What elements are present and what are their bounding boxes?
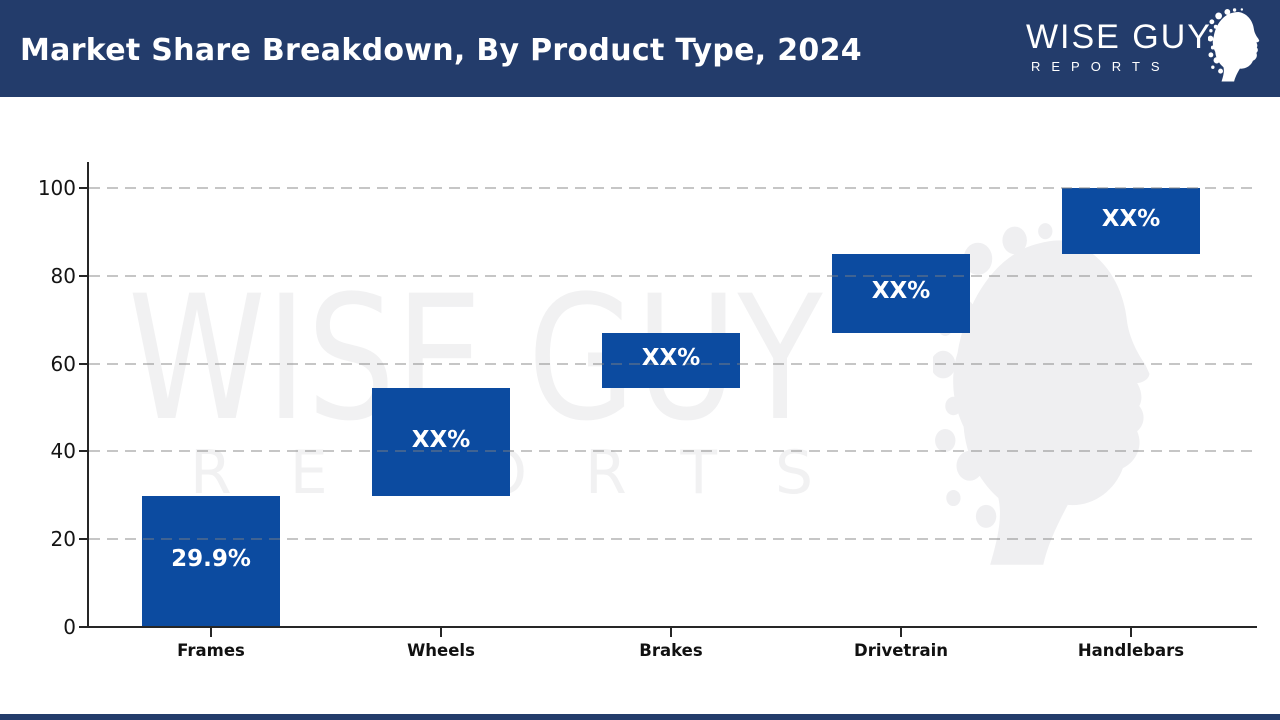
- x-tick: [900, 628, 902, 637]
- x-category-label: Brakes: [639, 641, 703, 660]
- gridline-20: [89, 538, 1257, 541]
- y-tick: [79, 450, 88, 453]
- gridline-60: [89, 362, 1257, 365]
- watermark-subtext: REPORTS: [190, 438, 872, 508]
- x-category-label: Handlebars: [1077, 641, 1185, 660]
- logo-head-icon: [1208, 8, 1266, 82]
- logo-text: WISE GUY REPORTS: [1025, 18, 1212, 74]
- y-tick: [79, 274, 88, 277]
- bar-value-label: 29.9%: [171, 546, 251, 573]
- bar-value-label: XX%: [1101, 205, 1161, 232]
- bar-value-label: XX%: [641, 345, 701, 372]
- logo-subtext: REPORTS: [1030, 58, 1171, 74]
- x-category-label: Frames: [177, 641, 245, 660]
- y-tick: [79, 187, 88, 189]
- bar-wheels: [372, 387, 510, 496]
- header-bar: Market Share Breakdown, By Product Type,…: [0, 0, 1280, 97]
- gridline-80: [89, 274, 1257, 277]
- y-tick: [79, 626, 88, 628]
- bar-brakes: [602, 332, 740, 388]
- y-tick: [79, 362, 88, 365]
- y-tick-label: 0: [63, 615, 76, 639]
- x-tick: [670, 628, 672, 637]
- x-tick: [210, 628, 212, 637]
- y-tick: [79, 538, 88, 541]
- y-tick-label: 60: [50, 351, 76, 376]
- y-tick-label: 100: [37, 176, 76, 200]
- bar-value-label: XX%: [411, 426, 471, 453]
- bar-value-label: XX%: [871, 278, 931, 305]
- bar-handlebars: [1062, 188, 1200, 254]
- x-tick: [440, 628, 442, 637]
- x-tick: [1130, 628, 1132, 637]
- logo-wordmark: WISE GUY: [1025, 18, 1212, 56]
- bar-frames: [142, 495, 280, 627]
- x-axis: [86, 626, 1257, 628]
- x-category-label: Wheels: [407, 641, 475, 660]
- y-tick-label: 40: [50, 439, 76, 464]
- page-title: Market Share Breakdown, By Product Type,…: [20, 33, 862, 68]
- y-axis: [87, 162, 89, 628]
- y-tick-label: 20: [50, 527, 76, 552]
- footer-bar: [0, 714, 1280, 720]
- bar-drivetrain: [832, 253, 970, 333]
- y-tick-label: 80: [50, 263, 76, 288]
- x-category-label: Drivetrain: [854, 641, 948, 660]
- gridline-100: [89, 187, 1257, 189]
- gridline-40: [89, 450, 1257, 453]
- wiseguy-logo: WISE GUY REPORTS: [1026, 8, 1266, 82]
